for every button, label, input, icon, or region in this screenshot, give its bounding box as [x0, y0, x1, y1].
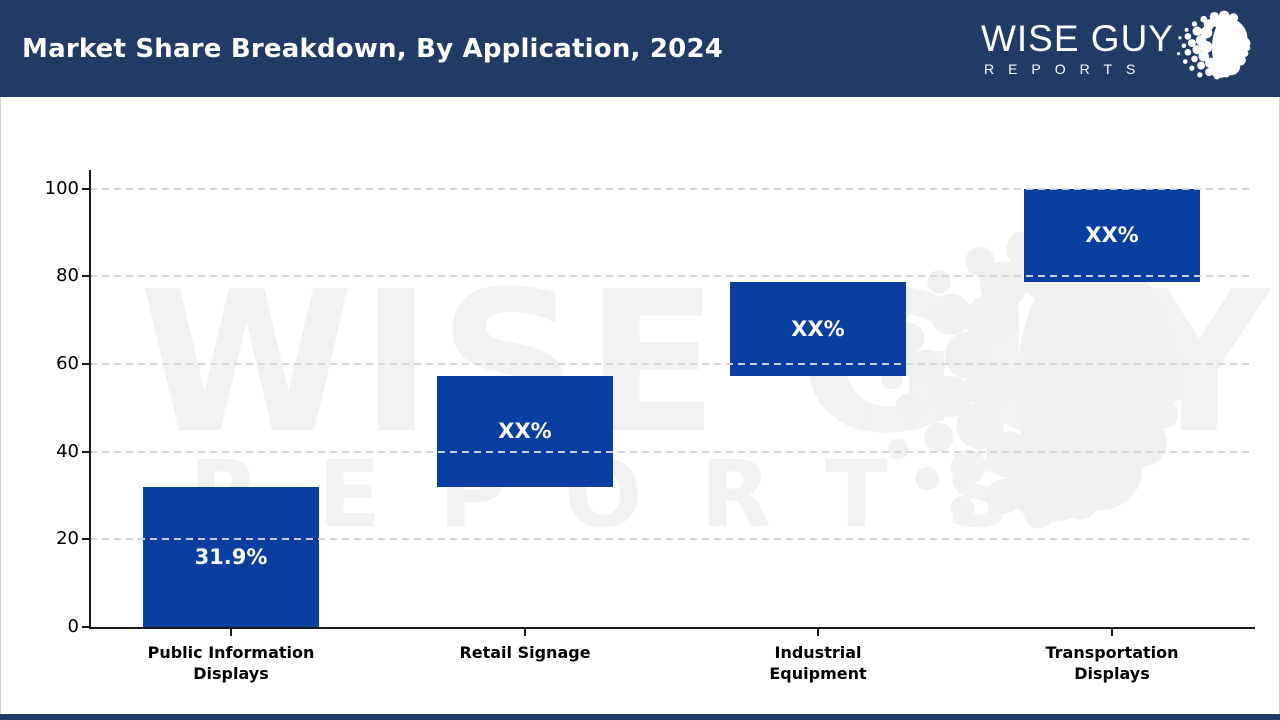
x-axis-tick-transportation-displays: [1111, 629, 1113, 636]
gridline-80: [90, 275, 1254, 278]
y-tick-label-40: 40: [56, 440, 79, 462]
x-category-label-line: Equipment: [769, 664, 867, 683]
gridline-60: [90, 362, 1254, 365]
x-category-label-industrial-equipment: Industrial Equipment: [703, 642, 933, 684]
brand-head-icon: [1176, 10, 1251, 79]
bar-value-label-public-information-displays: 31.9%: [194, 545, 268, 570]
x-category-label-retail-signage: Retail Signage: [410, 642, 640, 663]
bar-industrial-equipment: XX%: [730, 282, 906, 376]
footer-bar: [0, 714, 1280, 720]
plot-area: 0 20 40 60 80 100 31.9% Public Information Displ…: [1, 97, 1279, 714]
bar-value-label-transportation-displays: XX%: [1085, 223, 1139, 248]
x-axis-tick-retail-signage: [524, 629, 526, 636]
page-title: Market Share Breakdown, By Application, …: [22, 33, 724, 64]
x-category-label-line: Transportation: [1045, 643, 1179, 662]
brand-logo-text: WISE GUY REPORTS: [981, 20, 1174, 77]
y-tick-label-80: 80: [56, 265, 79, 287]
x-category-label-line: Retail Signage: [459, 643, 591, 662]
y-axis-tick-100: [82, 187, 89, 190]
bar-value-label-retail-signage: XX%: [498, 419, 552, 444]
y-axis-line: [89, 170, 91, 629]
x-category-label-line: Public Information: [147, 643, 315, 662]
brand-name: WISE GUY: [980, 18, 1174, 59]
y-axis-tick-60: [82, 362, 89, 365]
bar-public-information-displays: 31.9%: [143, 487, 319, 627]
x-category-label-transportation-displays: Transportation Displays: [997, 642, 1227, 684]
x-category-label-line: Displays: [193, 664, 269, 683]
x-category-label-public-information-displays: Public Information Displays: [116, 642, 346, 684]
y-tick-label-100: 100: [44, 177, 79, 199]
bar-value-label-industrial-equipment: XX%: [791, 317, 845, 342]
bar-transportation-displays: XX%: [1024, 188, 1200, 283]
brand-tagline: REPORTS: [983, 61, 1150, 77]
y-tick-label-0: 0: [67, 616, 79, 637]
y-axis-tick-80: [82, 275, 89, 278]
y-axis-tick-20: [82, 538, 89, 541]
bar-retail-signage: XX%: [437, 375, 613, 488]
chart-area: WISE GUY REPORTS 0 20 40 60 80 100 31.9% Public…: [0, 97, 1280, 714]
x-axis-tick-public-information-displays: [230, 629, 232, 636]
x-category-label-line: Industrial: [774, 643, 862, 662]
x-axis-tick-industrial-equipment: [817, 629, 819, 636]
x-axis-line: [89, 627, 1255, 629]
gridline-20: [90, 538, 1254, 541]
header: Market Share Breakdown, By Application, …: [0, 0, 1280, 97]
y-axis-tick-0: [82, 626, 89, 628]
y-axis-tick-40: [82, 450, 89, 453]
brand-logo: WISE GUY REPORTS: [981, 3, 1258, 95]
y-tick-label-20: 20: [56, 528, 79, 550]
gridline-40: [90, 450, 1254, 453]
x-category-label-line: Displays: [1074, 664, 1150, 683]
y-tick-label-60: 60: [56, 352, 79, 374]
gridline-100: [90, 187, 1254, 190]
